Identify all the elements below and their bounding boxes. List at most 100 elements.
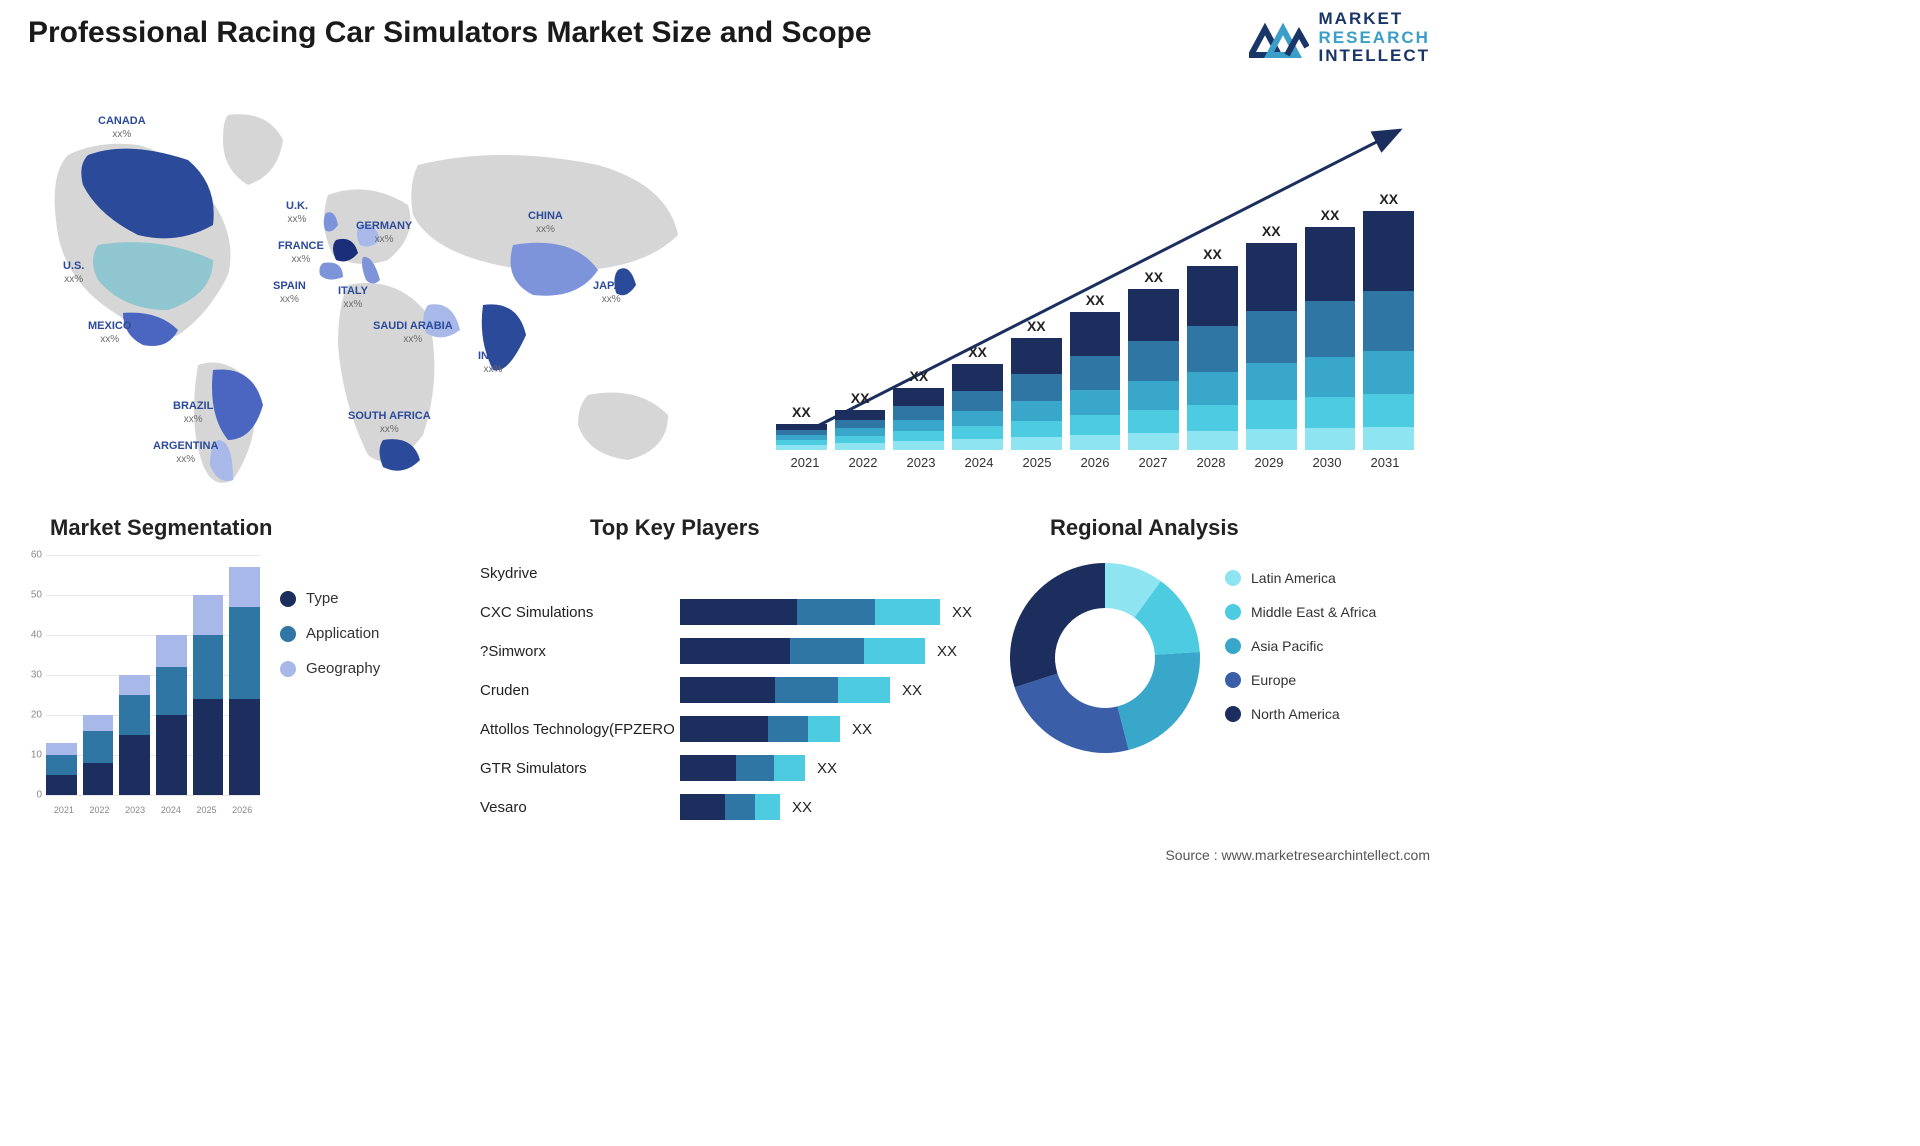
kp-bar-segment	[768, 716, 808, 742]
country-label: ARGENTINAxx%	[153, 440, 218, 466]
bar-segment	[1305, 357, 1356, 397]
bar-column: XX	[1128, 269, 1179, 450]
legend-label: Asia Pacific	[1251, 638, 1323, 654]
bar-segment	[1246, 311, 1297, 363]
donut-segment	[1010, 563, 1105, 687]
kp-value: XX	[902, 682, 922, 699]
kp-bar-segment	[680, 677, 775, 703]
key-player-label: Skydrive	[480, 565, 680, 582]
bar-segment	[1070, 415, 1121, 435]
x-axis-label: 2026	[1066, 455, 1124, 470]
country-label: SOUTH AFRICAxx%	[348, 410, 431, 436]
bar-segment	[1011, 437, 1062, 450]
x-axis-label: 2021	[776, 455, 834, 470]
y-tick: 50	[20, 590, 42, 601]
bar-segment	[1363, 291, 1414, 351]
bar-column: XX	[1305, 207, 1356, 450]
seg-x-label: 2024	[153, 805, 189, 815]
logo-text-1: MARKET	[1319, 10, 1431, 29]
bar-segment	[1305, 301, 1356, 357]
legend-item: Geography	[280, 660, 380, 677]
seg-bar-segment	[229, 699, 260, 795]
seg-bar-segment	[193, 635, 224, 699]
country-label: GERMANYxx%	[356, 220, 412, 246]
key-player-label: ?Simworx	[480, 643, 680, 660]
seg-bar-segment	[119, 735, 150, 795]
bar-segment	[1070, 435, 1121, 450]
legend-swatch	[1225, 672, 1241, 688]
bar-value-label: XX	[909, 368, 928, 384]
key-players-chart: SkydriveCXC SimulationsXX?SimworxXXCrude…	[480, 555, 990, 835]
seg-bar-segment	[193, 699, 224, 795]
seg-bar-column	[193, 595, 224, 795]
bar-segment	[1128, 289, 1179, 341]
seg-bar-column	[46, 743, 77, 795]
key-players-heading: Top Key Players	[590, 515, 760, 541]
bar-segment	[1246, 363, 1297, 400]
legend-label: Latin America	[1251, 570, 1336, 586]
legend-label: Type	[306, 590, 339, 607]
bar-value-label: XX	[792, 404, 811, 420]
kp-bar-segment	[775, 677, 838, 703]
x-axis-label: 2028	[1182, 455, 1240, 470]
y-tick: 20	[20, 710, 42, 721]
bar-segment	[893, 431, 944, 441]
kp-bar-segment	[808, 716, 840, 742]
bar-segment	[1011, 421, 1062, 437]
x-axis-label: 2027	[1124, 455, 1182, 470]
segmentation-heading: Market Segmentation	[50, 515, 273, 541]
bar-segment	[952, 439, 1003, 450]
logo-text-2: RESEARCH	[1319, 29, 1431, 48]
bar-segment	[1187, 405, 1238, 431]
kp-bar-segment	[790, 638, 864, 664]
bar-segment	[1363, 394, 1414, 427]
legend-swatch	[1225, 604, 1241, 620]
kp-value: XX	[792, 799, 812, 816]
seg-bar-segment	[119, 675, 150, 695]
donut-segment	[1117, 652, 1200, 750]
bar-value-label: XX	[968, 344, 987, 360]
bar-segment	[835, 436, 886, 443]
y-tick: 10	[20, 750, 42, 761]
kp-bar-segment	[680, 599, 797, 625]
bar-segment	[952, 364, 1003, 391]
country-label: SAUDI ARABIAxx%	[373, 320, 453, 346]
bar-column: XX	[835, 390, 886, 450]
seg-bar-column	[119, 675, 150, 795]
bar-segment	[1070, 390, 1121, 415]
kp-bar-segment	[680, 755, 736, 781]
legend-label: Europe	[1251, 672, 1296, 688]
bar-column: XX	[1363, 191, 1414, 450]
legend-item: North America	[1225, 706, 1376, 722]
legend-label: Middle East & Africa	[1251, 604, 1376, 620]
bar-column: XX	[1011, 318, 1062, 450]
legend-label: Application	[306, 625, 379, 642]
country-label: CANADAxx%	[98, 115, 146, 141]
key-player-row: Skydrive	[480, 555, 990, 591]
bar-segment	[893, 441, 944, 450]
bar-segment	[1070, 356, 1121, 390]
bar-segment	[1011, 401, 1062, 421]
page-title: Professional Racing Car Simulators Marke…	[28, 16, 872, 50]
key-player-label: Vesaro	[480, 799, 680, 816]
seg-bar-segment	[156, 667, 187, 715]
world-map: CANADAxx%U.S.xx%MEXICOxx%BRAZILxx%ARGENT…	[28, 85, 708, 495]
bar-value-label: XX	[1144, 269, 1163, 285]
x-axis-label: 2023	[892, 455, 950, 470]
seg-x-label: 2025	[189, 805, 225, 815]
key-player-row: Vesaro XX	[480, 789, 990, 825]
kp-bar-segment	[774, 755, 805, 781]
y-tick: 0	[20, 790, 42, 801]
country-label: ITALYxx%	[338, 285, 368, 311]
kp-bar-segment	[736, 755, 774, 781]
seg-x-label: 2023	[117, 805, 153, 815]
seg-bar-segment	[229, 567, 260, 607]
kp-bar-segment	[680, 794, 725, 820]
bar-value-label: XX	[1262, 223, 1281, 239]
country-label: FRANCExx%	[278, 240, 324, 266]
legend-item: Middle East & Africa	[1225, 604, 1376, 620]
kp-bar-segment	[875, 599, 940, 625]
bar-segment	[1128, 341, 1179, 381]
seg-bar-segment	[83, 763, 114, 795]
legend-swatch	[1225, 706, 1241, 722]
